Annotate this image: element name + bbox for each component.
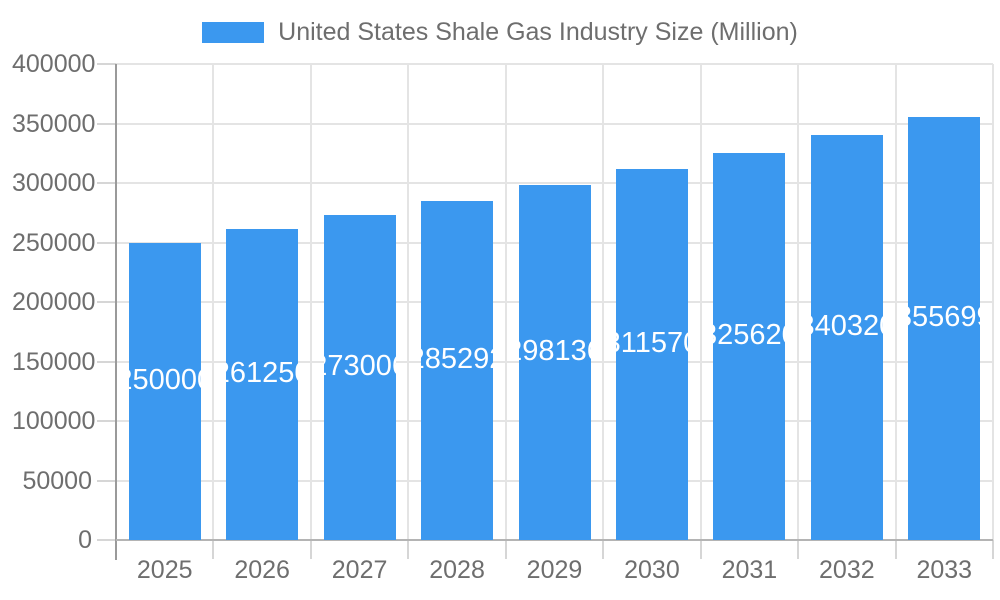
x-axis-label: 2028 [429,556,485,584]
y-tick [97,182,116,184]
bar: 261250 [226,229,299,540]
x-axis-label: 2029 [526,556,583,584]
x-tick [797,540,800,559]
x-tick [407,540,410,559]
bar-value-label: 311570 [616,327,688,360]
x-gridline [894,64,897,540]
bar: 250000 [128,242,201,540]
bar: 298136 [518,185,591,540]
y-axis-label: 50000 [22,466,92,495]
x-gridline [602,64,605,540]
bar-value-label: 250000 [129,363,201,396]
y-axis-label: 150000 [12,347,96,376]
bar-value-label: 298136 [519,335,591,368]
legend: United States Shale Gas Industry Size (M… [0,18,1000,47]
y-axis-label: 250000 [12,228,96,257]
x-gridline [699,64,702,540]
x-tick [309,540,312,559]
bar: 273006 [323,215,396,540]
x-axis-label: 2033 [916,556,973,584]
x-tick [992,540,994,559]
legend-label: United States Shale Gas Industry Size (M… [278,18,798,46]
x-axis-label: 2030 [624,556,680,584]
bar-value-label: 285292 [421,342,493,375]
bar-value-label: 273006 [324,350,396,383]
x-tick [699,540,702,559]
x-axis-label: 2025 [136,556,193,584]
y-tick [97,241,116,244]
x-axis-line [116,539,993,541]
y-axis-label: 300000 [12,169,96,197]
x-tick [212,540,215,559]
bar-value-label: 261250 [226,357,298,390]
y-axis-line [115,64,117,560]
bar-value-label: 325620 [713,318,785,351]
y-tick [97,360,116,363]
y-tick [97,63,116,65]
y-axis-label: 0 [78,526,92,554]
x-gridline [309,64,312,540]
bar: 355699 [908,116,981,540]
bar: 311570 [615,169,688,540]
y-gridline [116,122,993,125]
x-gridline [797,64,800,540]
bar: 285292 [421,200,494,540]
x-axis-label: 2032 [819,556,875,584]
x-gridline [407,64,410,540]
y-gridline [116,182,993,184]
y-tick [97,420,116,422]
y-tick [97,539,116,541]
x-gridline [504,64,507,540]
bar-value-label: 355699 [908,300,980,333]
y-axis-label: 400000 [12,50,96,78]
y-tick [97,479,116,482]
y-gridline [116,63,993,65]
x-axis-label: 2026 [234,556,290,584]
x-gridline [992,64,994,540]
bar-value-label: 340320 [811,310,883,342]
x-tick [602,540,605,559]
bar: 325620 [713,152,786,540]
legend-swatch [202,22,265,43]
x-axis-label: 2027 [331,556,388,584]
x-tick [894,540,897,559]
x-tick [504,540,507,559]
x-axis-label: 2031 [721,556,778,584]
y-tick [97,301,116,303]
x-gridline [212,64,215,540]
y-axis-label: 100000 [12,407,96,435]
y-tick [97,122,116,125]
y-axis-label: 200000 [12,288,96,316]
y-axis-label: 350000 [12,109,96,138]
bar: 340320 [810,135,883,540]
